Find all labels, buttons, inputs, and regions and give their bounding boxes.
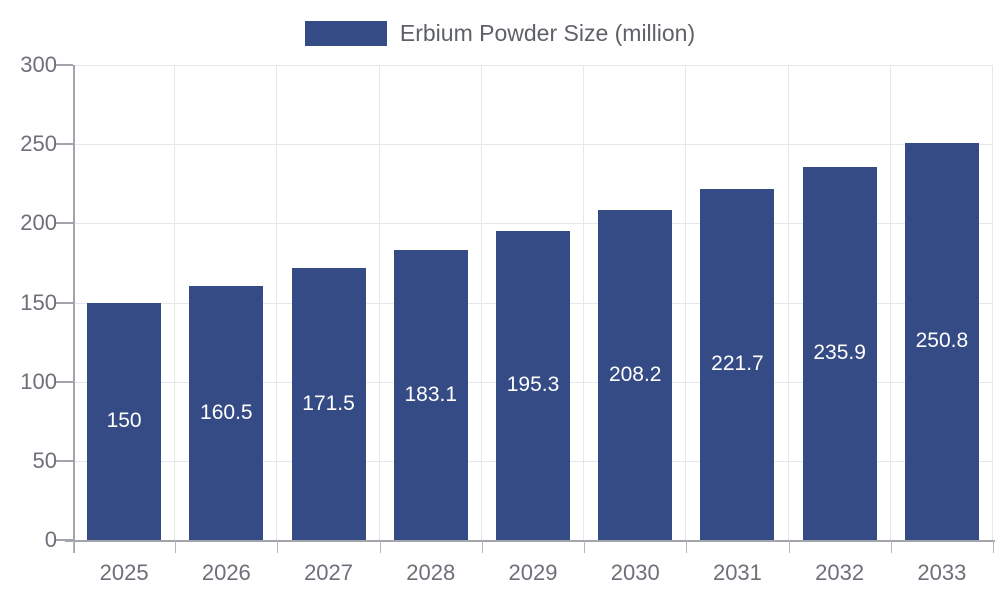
x-axis-tick [890, 540, 892, 553]
gridline-vertical [889, 65, 891, 540]
x-axis-tick [993, 540, 994, 553]
gridline-vertical [276, 65, 278, 540]
x-axis-tick-label: 2031 [712, 560, 762, 585]
y-axis-tick [56, 459, 73, 462]
x-axis-tick [481, 540, 483, 553]
y-axis-tick [56, 301, 73, 304]
gridline-vertical [787, 65, 789, 540]
bar-value-label: 160.5 [200, 400, 253, 424]
x-axis-tick-label: 2032 [815, 560, 865, 585]
bar-value-label: 235.9 [813, 341, 866, 365]
x-axis-tick-label: 2029 [508, 560, 558, 585]
bar-2026[interactable]: 160.5 [189, 285, 264, 540]
y-axis-tick [56, 539, 73, 541]
gridline-vertical [583, 65, 585, 540]
bar-value-label: 250.8 [915, 329, 969, 353]
bar-value-label: 221.7 [711, 352, 764, 376]
x-axis-tick [788, 540, 790, 553]
legend-swatch [304, 21, 387, 46]
y-axis-tick [56, 64, 73, 66]
gridline-vertical [378, 65, 380, 540]
x-axis-tick-label: 2026 [201, 560, 251, 585]
legend-item[interactable]: Erbium Powder Size (million) [0, 21, 1000, 46]
bar-value-label: 195.3 [506, 373, 560, 397]
y-axis-tick-label: 50 [32, 447, 57, 473]
x-axis-tick [73, 540, 74, 553]
y-axis-tick-label: 150 [20, 289, 57, 315]
gridline-horizontal [73, 65, 993, 66]
x-axis-tick-label: 2028 [406, 560, 456, 585]
bar-value-label: 183.1 [404, 383, 458, 407]
gridline-vertical [174, 65, 176, 540]
x-axis-tick-label: 2033 [917, 560, 967, 585]
bar-2025[interactable]: 150 [87, 302, 162, 540]
gridline-vertical [685, 65, 687, 540]
x-axis-tick-label: 2030 [610, 560, 660, 585]
x-axis-tick [175, 540, 177, 553]
y-axis-tick-label: 100 [20, 368, 57, 394]
gridline-vertical [992, 65, 993, 540]
bar-2030[interactable]: 208.2 [598, 210, 673, 540]
x-axis-tick-label: 2025 [99, 560, 149, 585]
bar-value-label: 150 [106, 409, 142, 433]
gridline-horizontal [73, 223, 993, 225]
y-axis-tick-label: 300 [20, 52, 57, 77]
gridline-horizontal [73, 144, 993, 146]
bar-2029[interactable]: 195.3 [496, 230, 570, 540]
bar-2028[interactable]: 183.1 [393, 250, 468, 540]
bar-2027[interactable]: 171.5 [291, 268, 366, 540]
bar-2031[interactable]: 221.7 [700, 188, 775, 540]
y-axis-tick-label: 250 [20, 131, 57, 157]
bar-value-label: 208.2 [608, 363, 662, 387]
y-axis-tick [56, 222, 73, 225]
x-axis-tick-label: 2027 [304, 560, 354, 585]
y-axis-tick [56, 143, 73, 146]
x-axis-tick [584, 540, 586, 553]
y-axis-tick-label: 0 [44, 527, 57, 552]
gridline-vertical [480, 65, 482, 540]
x-axis-tick [686, 540, 688, 553]
y-axis-tick [56, 380, 73, 383]
y-axis-tick-label: 200 [20, 210, 57, 236]
bar-2032[interactable]: 235.9 [802, 166, 877, 540]
x-axis-line [65, 540, 995, 542]
legend-label: Erbium Powder Size (million) [399, 20, 696, 46]
y-axis-line [73, 65, 75, 553]
x-axis-tick [277, 540, 279, 553]
bar-value-label: 171.5 [302, 392, 355, 416]
x-axis-tick [379, 540, 381, 553]
bar-2033[interactable]: 250.8 [904, 142, 979, 540]
plot-area: 150 160.5 171.5 183.1 195.3 208.2 221.7 235.9 25… [73, 65, 993, 540]
